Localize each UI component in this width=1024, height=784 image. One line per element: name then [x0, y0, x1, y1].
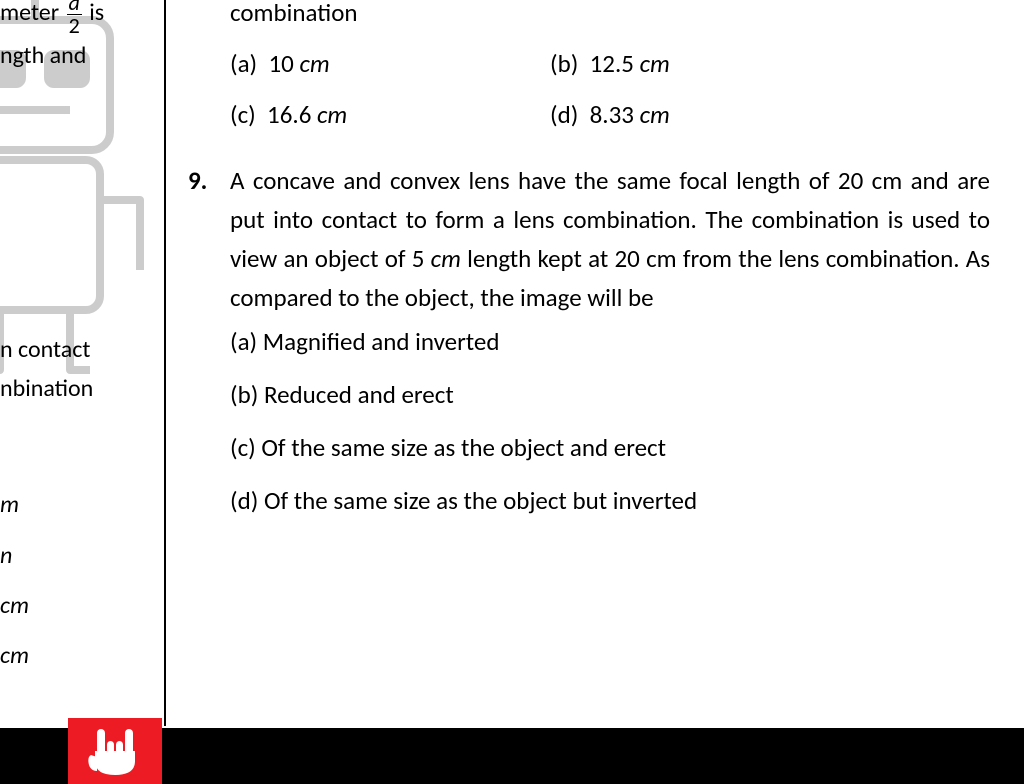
q9-number: 9.	[188, 162, 230, 317]
page-content: meter a2 is ngth and n contact nbination…	[0, 0, 1024, 784]
right-column: combination (a) 10 cm (b) 12.5 cm (c) 16…	[188, 0, 1024, 784]
left-frag-meter: meter a2 is	[0, 0, 160, 37]
left-frag-bination: nbination	[0, 370, 160, 408]
rock-hand-badge	[68, 718, 162, 784]
left-column-fragments: meter a2 is ngth and n contact nbination…	[0, 0, 160, 784]
q8-option-a[interactable]: (a) 10 cm	[230, 45, 550, 84]
rock-hand-icon	[85, 725, 145, 777]
q8-options-row1: (a) 10 cm (b) 12.5 cm	[230, 45, 1024, 84]
q8-option-d[interactable]: (d) 8.33 cm	[550, 96, 670, 135]
left-frag-m: m	[0, 486, 160, 524]
left-frag-n: n	[0, 537, 160, 575]
q8-options-row2: (c) 16.6 cm (d) 8.33 cm	[230, 96, 1024, 135]
q9-option-b[interactable]: (b) Reduced and erect	[230, 376, 1024, 415]
column-divider	[164, 0, 166, 726]
q9-options: (a) Magnified and inverted (b) Reduced a…	[230, 323, 1024, 520]
q8-option-c[interactable]: (c) 16.6 cm	[230, 96, 550, 135]
q9-option-c[interactable]: (c) Of the same size as the object and e…	[230, 429, 1024, 468]
q9-option-a[interactable]: (a) Magnified and inverted	[230, 323, 1024, 362]
left-frag-contact: n contact	[0, 331, 160, 369]
q8-option-b[interactable]: (b) 12.5 cm	[550, 45, 670, 84]
left-frag-ngth: ngth and	[0, 37, 160, 75]
left-frag-cm2: cm	[0, 637, 160, 675]
q9-stem: A concave and convex lens have the same …	[230, 162, 1024, 317]
q9-option-d[interactable]: (d) Of the same size as the object but i…	[230, 482, 1024, 521]
q9-block: 9. A concave and convex lens have the sa…	[188, 162, 1024, 317]
left-frag-cm1: cm	[0, 587, 160, 625]
q8-stem-tail: combination	[230, 0, 1024, 33]
